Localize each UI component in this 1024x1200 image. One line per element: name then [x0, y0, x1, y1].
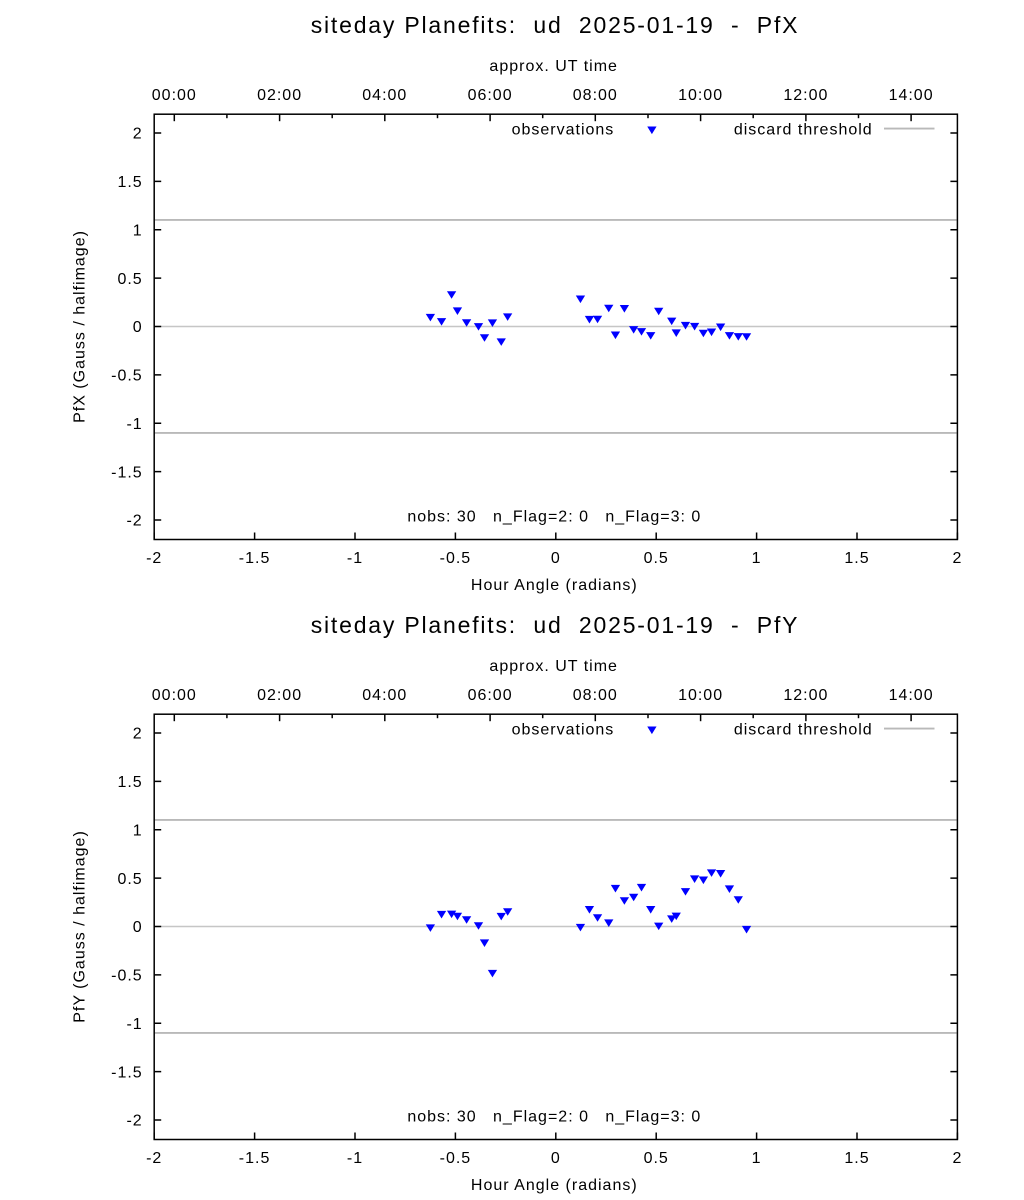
svg-text:0: 0 — [551, 1150, 561, 1167]
svg-text:nobs: 30 n_Flag=2: 0 n_Fla: nobs: 30 n_Flag=2: 0 n_Flag=3: 0 — [407, 1109, 701, 1126]
svg-text:14:00: 14:00 — [889, 87, 934, 104]
svg-text:observations: observations — [512, 721, 615, 738]
svg-text:-2: -2 — [146, 1150, 162, 1167]
svg-text:0: 0 — [133, 319, 143, 336]
svg-text:12:00: 12:00 — [783, 687, 828, 704]
svg-text:-1.5: -1.5 — [239, 550, 271, 567]
svg-text:1.5: 1.5 — [844, 1150, 869, 1167]
svg-text:approx. UT time: approx. UT time — [489, 658, 618, 675]
svg-text:-1: -1 — [126, 1016, 142, 1033]
svg-text:1: 1 — [752, 1150, 762, 1167]
svg-text:1.5: 1.5 — [117, 174, 142, 191]
svg-text:-1.5: -1.5 — [111, 1064, 143, 1081]
svg-text:0: 0 — [133, 919, 143, 936]
svg-text:1: 1 — [752, 550, 762, 567]
svg-text:-1: -1 — [347, 1150, 363, 1167]
svg-text:-2: -2 — [146, 550, 162, 567]
svg-text:00:00: 00:00 — [152, 687, 197, 704]
svg-text:-0.5: -0.5 — [111, 368, 143, 385]
svg-text:1: 1 — [133, 823, 143, 840]
svg-text:-1: -1 — [126, 416, 142, 433]
svg-text:04:00: 04:00 — [362, 687, 407, 704]
svg-text:00:00: 00:00 — [152, 87, 197, 104]
svg-text:2: 2 — [133, 726, 143, 743]
svg-text:0.5: 0.5 — [644, 1150, 669, 1167]
svg-text:siteday Planefits: ud 2025-0: siteday Planefits: ud 2025-01-19 - PfY — [311, 612, 800, 638]
svg-text:08:00: 08:00 — [573, 687, 618, 704]
svg-text:2: 2 — [952, 1150, 962, 1167]
svg-text:siteday Planefits: ud 2025-0: siteday Planefits: ud 2025-01-19 - PfX — [311, 12, 800, 38]
svg-text:discard threshold: discard threshold — [734, 121, 873, 138]
svg-text:06:00: 06:00 — [468, 87, 513, 104]
svg-text:0.5: 0.5 — [117, 871, 142, 888]
svg-text:04:00: 04:00 — [362, 87, 407, 104]
svg-text:10:00: 10:00 — [678, 87, 723, 104]
svg-text:2: 2 — [133, 126, 143, 143]
svg-text:12:00: 12:00 — [783, 87, 828, 104]
svg-text:0: 0 — [551, 550, 561, 567]
svg-text:nobs: 30 n_Flag=2: 0 n_Fla: nobs: 30 n_Flag=2: 0 n_Flag=3: 0 — [407, 509, 701, 526]
svg-text:0.5: 0.5 — [644, 550, 669, 567]
svg-text:0.5: 0.5 — [117, 271, 142, 288]
svg-text:-2: -2 — [126, 1113, 142, 1130]
svg-text:PfY (Gauss / halfimage): PfY (Gauss / halfimage) — [72, 830, 89, 1023]
svg-text:02:00: 02:00 — [257, 687, 302, 704]
svg-text:Hour Angle (radians): Hour Angle (radians) — [471, 1177, 638, 1194]
svg-text:02:00: 02:00 — [257, 87, 302, 104]
svg-text:PfX (Gauss / halfimage): PfX (Gauss / halfimage) — [72, 230, 89, 423]
svg-text:1.5: 1.5 — [844, 550, 869, 567]
svg-text:06:00: 06:00 — [468, 687, 513, 704]
svg-text:-0.5: -0.5 — [111, 968, 143, 985]
svg-text:-1.5: -1.5 — [239, 1150, 271, 1167]
svg-text:-0.5: -0.5 — [440, 1150, 472, 1167]
svg-text:-1: -1 — [347, 550, 363, 567]
svg-text:-1.5: -1.5 — [111, 464, 143, 481]
svg-text:1.5: 1.5 — [117, 774, 142, 791]
svg-text:08:00: 08:00 — [573, 87, 618, 104]
svg-text:1: 1 — [133, 222, 143, 239]
svg-text:10:00: 10:00 — [678, 687, 723, 704]
svg-text:discard threshold: discard threshold — [734, 721, 873, 738]
svg-text:14:00: 14:00 — [889, 687, 934, 704]
svg-text:observations: observations — [512, 121, 615, 138]
svg-text:Hour Angle (radians): Hour Angle (radians) — [471, 577, 638, 594]
svg-text:2: 2 — [952, 550, 962, 567]
svg-text:-2: -2 — [126, 513, 142, 530]
svg-text:-0.5: -0.5 — [440, 550, 472, 567]
svg-text:approx. UT time: approx. UT time — [489, 58, 618, 75]
